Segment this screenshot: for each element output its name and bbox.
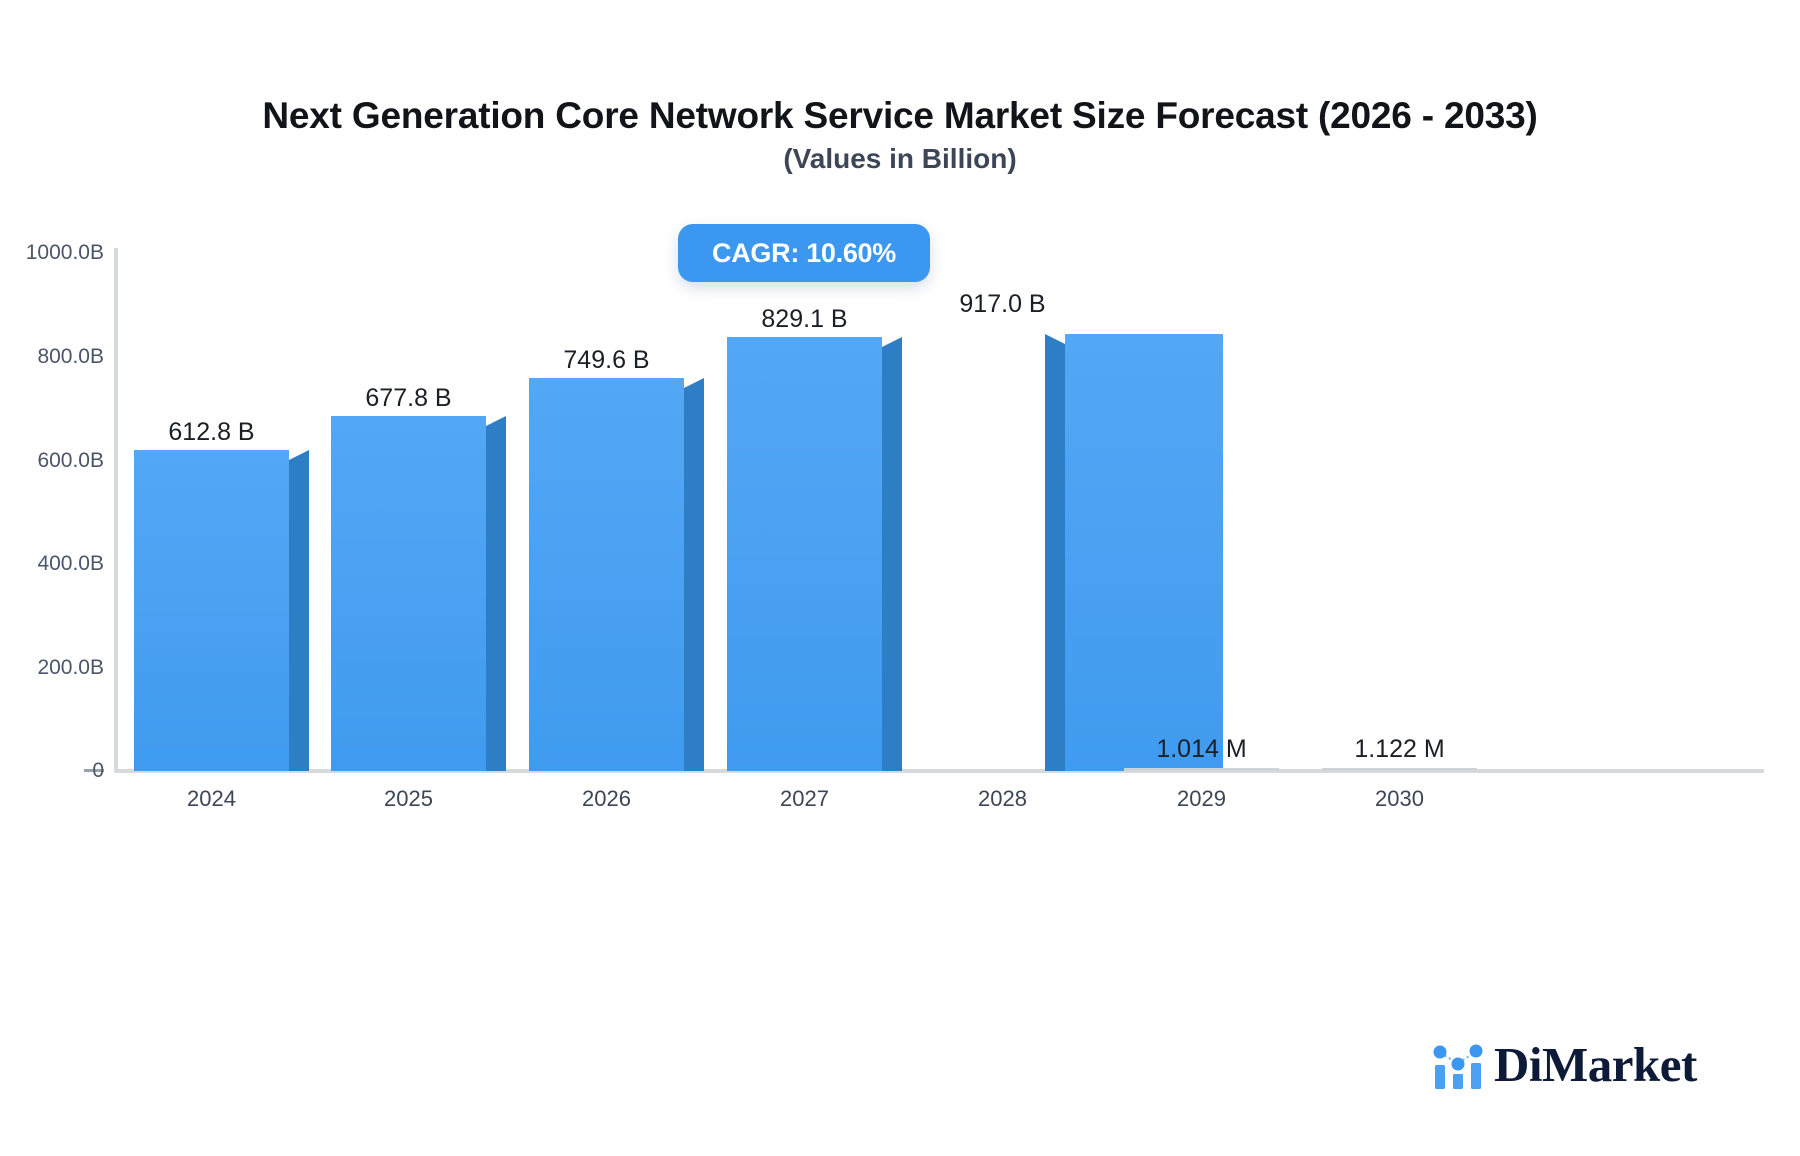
- x-tick-label-2028: 2028: [978, 786, 1027, 811]
- bar-side-2028: [1045, 344, 1065, 771]
- y-tick-label-1000: 1000.0B: [25, 241, 104, 264]
- cagr-badge: CAGR: 10.60%: [678, 224, 930, 282]
- bar-face-2027: [727, 337, 882, 771]
- bar-chart-logo-icon: [1432, 1041, 1484, 1089]
- bar-face-2024: [134, 450, 289, 771]
- bar-label-2029: 1.014 M: [1156, 735, 1247, 763]
- y-tick-label-0: 0: [92, 759, 104, 782]
- bar-face-2030: [1322, 768, 1477, 771]
- bar-face-2029: [1124, 768, 1279, 771]
- bar-side-2026: [684, 388, 704, 771]
- bar-label-2024: 612.8 B: [168, 418, 255, 446]
- bar-label-2030: 1.122 M: [1354, 735, 1445, 763]
- y-axis-line: [114, 248, 118, 772]
- bar-face-2025: [331, 416, 486, 771]
- x-tick-label-2024: 2024: [187, 786, 236, 811]
- bar-top-2024: [289, 450, 309, 460]
- bar-side-2024: [289, 460, 309, 771]
- bar-face-2028: [1065, 334, 1223, 771]
- y-tick-label-800: 800.0B: [37, 345, 104, 368]
- y-tick-label-200: 200.0B: [37, 656, 104, 679]
- bar-label-2027: 829.1 B: [761, 305, 848, 333]
- bar-top-2025: [486, 416, 506, 426]
- page-title: Next Generation Core Network Service Mar…: [262, 95, 1538, 136]
- x-tick-label-2025: 2025: [384, 786, 433, 811]
- brand-name: DiMarket: [1494, 1037, 1697, 1092]
- y-axis-zero-tick: [84, 769, 104, 772]
- y-tick-label-600: 600.0B: [37, 449, 104, 472]
- bar-top-2027: [882, 337, 902, 347]
- bar-label-2025: 677.8 B: [365, 384, 452, 412]
- y-tick-label-400: 400.0B: [37, 552, 104, 575]
- x-axis-baseline: [114, 769, 1764, 773]
- chart-subtitle: (Values in Billion): [783, 143, 1017, 174]
- brand-logo: DiMarket: [1432, 1040, 1697, 1089]
- bar-side-2027: [882, 347, 902, 771]
- bar-side-2025: [486, 426, 506, 771]
- bar-top-2026: [684, 378, 704, 388]
- x-tick-label-2027: 2027: [780, 786, 829, 811]
- x-tick-label-2030: 2030: [1375, 786, 1424, 811]
- x-tick-label-2026: 2026: [582, 786, 631, 811]
- bar-label-2028: 917.0 B: [959, 290, 1046, 318]
- bar-top-2028: [1045, 334, 1065, 344]
- cagr-badge-label: CAGR: 10.60%: [712, 237, 896, 268]
- x-tick-label-2029: 2029: [1177, 786, 1226, 811]
- bar-face-2026: [529, 378, 684, 771]
- bar-label-2026: 749.6 B: [563, 346, 650, 374]
